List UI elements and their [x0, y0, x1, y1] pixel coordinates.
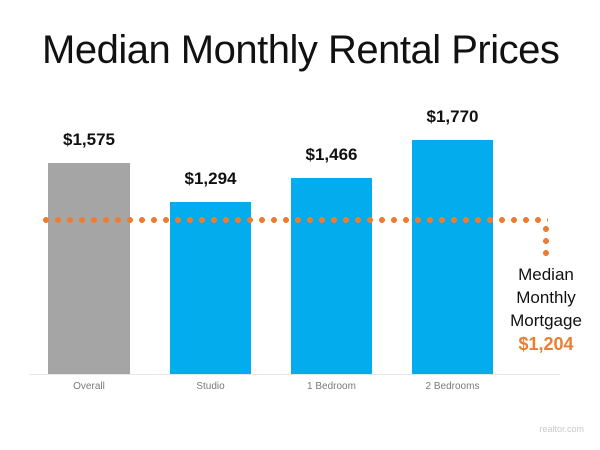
- mortgage-annotation-line-2: Monthly: [516, 288, 576, 307]
- bar-2-bedrooms[interactable]: [412, 140, 493, 374]
- mortgage-annotation-value: $1,204: [518, 334, 574, 354]
- mortgage-reference-line-horizontal: [40, 217, 548, 223]
- category-label-2-bedrooms: 2 Bedrooms: [425, 381, 480, 392]
- mortgage-reference-line-vertical: [543, 223, 549, 261]
- mortgage-annotation-line-3: Mortgage: [510, 311, 582, 330]
- category-label-studio: Studio: [196, 381, 225, 392]
- bar-overall[interactable]: [48, 163, 130, 374]
- category-label-overall: Overall: [73, 381, 105, 392]
- category-axis-line: [30, 374, 560, 375]
- bar-value-label-studio: $1,294: [184, 169, 237, 188]
- bar-value-label-2-bedrooms: $1,770: [426, 107, 479, 126]
- bar-value-label-overall: $1,575: [63, 130, 115, 149]
- mortgage-annotation: Median Monthly Mortgage $1,204: [494, 263, 598, 356]
- realtor-watermark: realtor.com: [539, 424, 584, 434]
- chart-title: Median Monthly Rental Prices: [42, 28, 560, 72]
- category-label-1-bedroom: 1 Bedroom: [307, 381, 356, 392]
- bar-value-label-1-bedroom: $1,466: [305, 145, 358, 164]
- bar-1-bedroom[interactable]: [291, 178, 372, 374]
- mortgage-annotation-line-1: Median: [518, 265, 574, 284]
- bar-studio[interactable]: [170, 202, 251, 374]
